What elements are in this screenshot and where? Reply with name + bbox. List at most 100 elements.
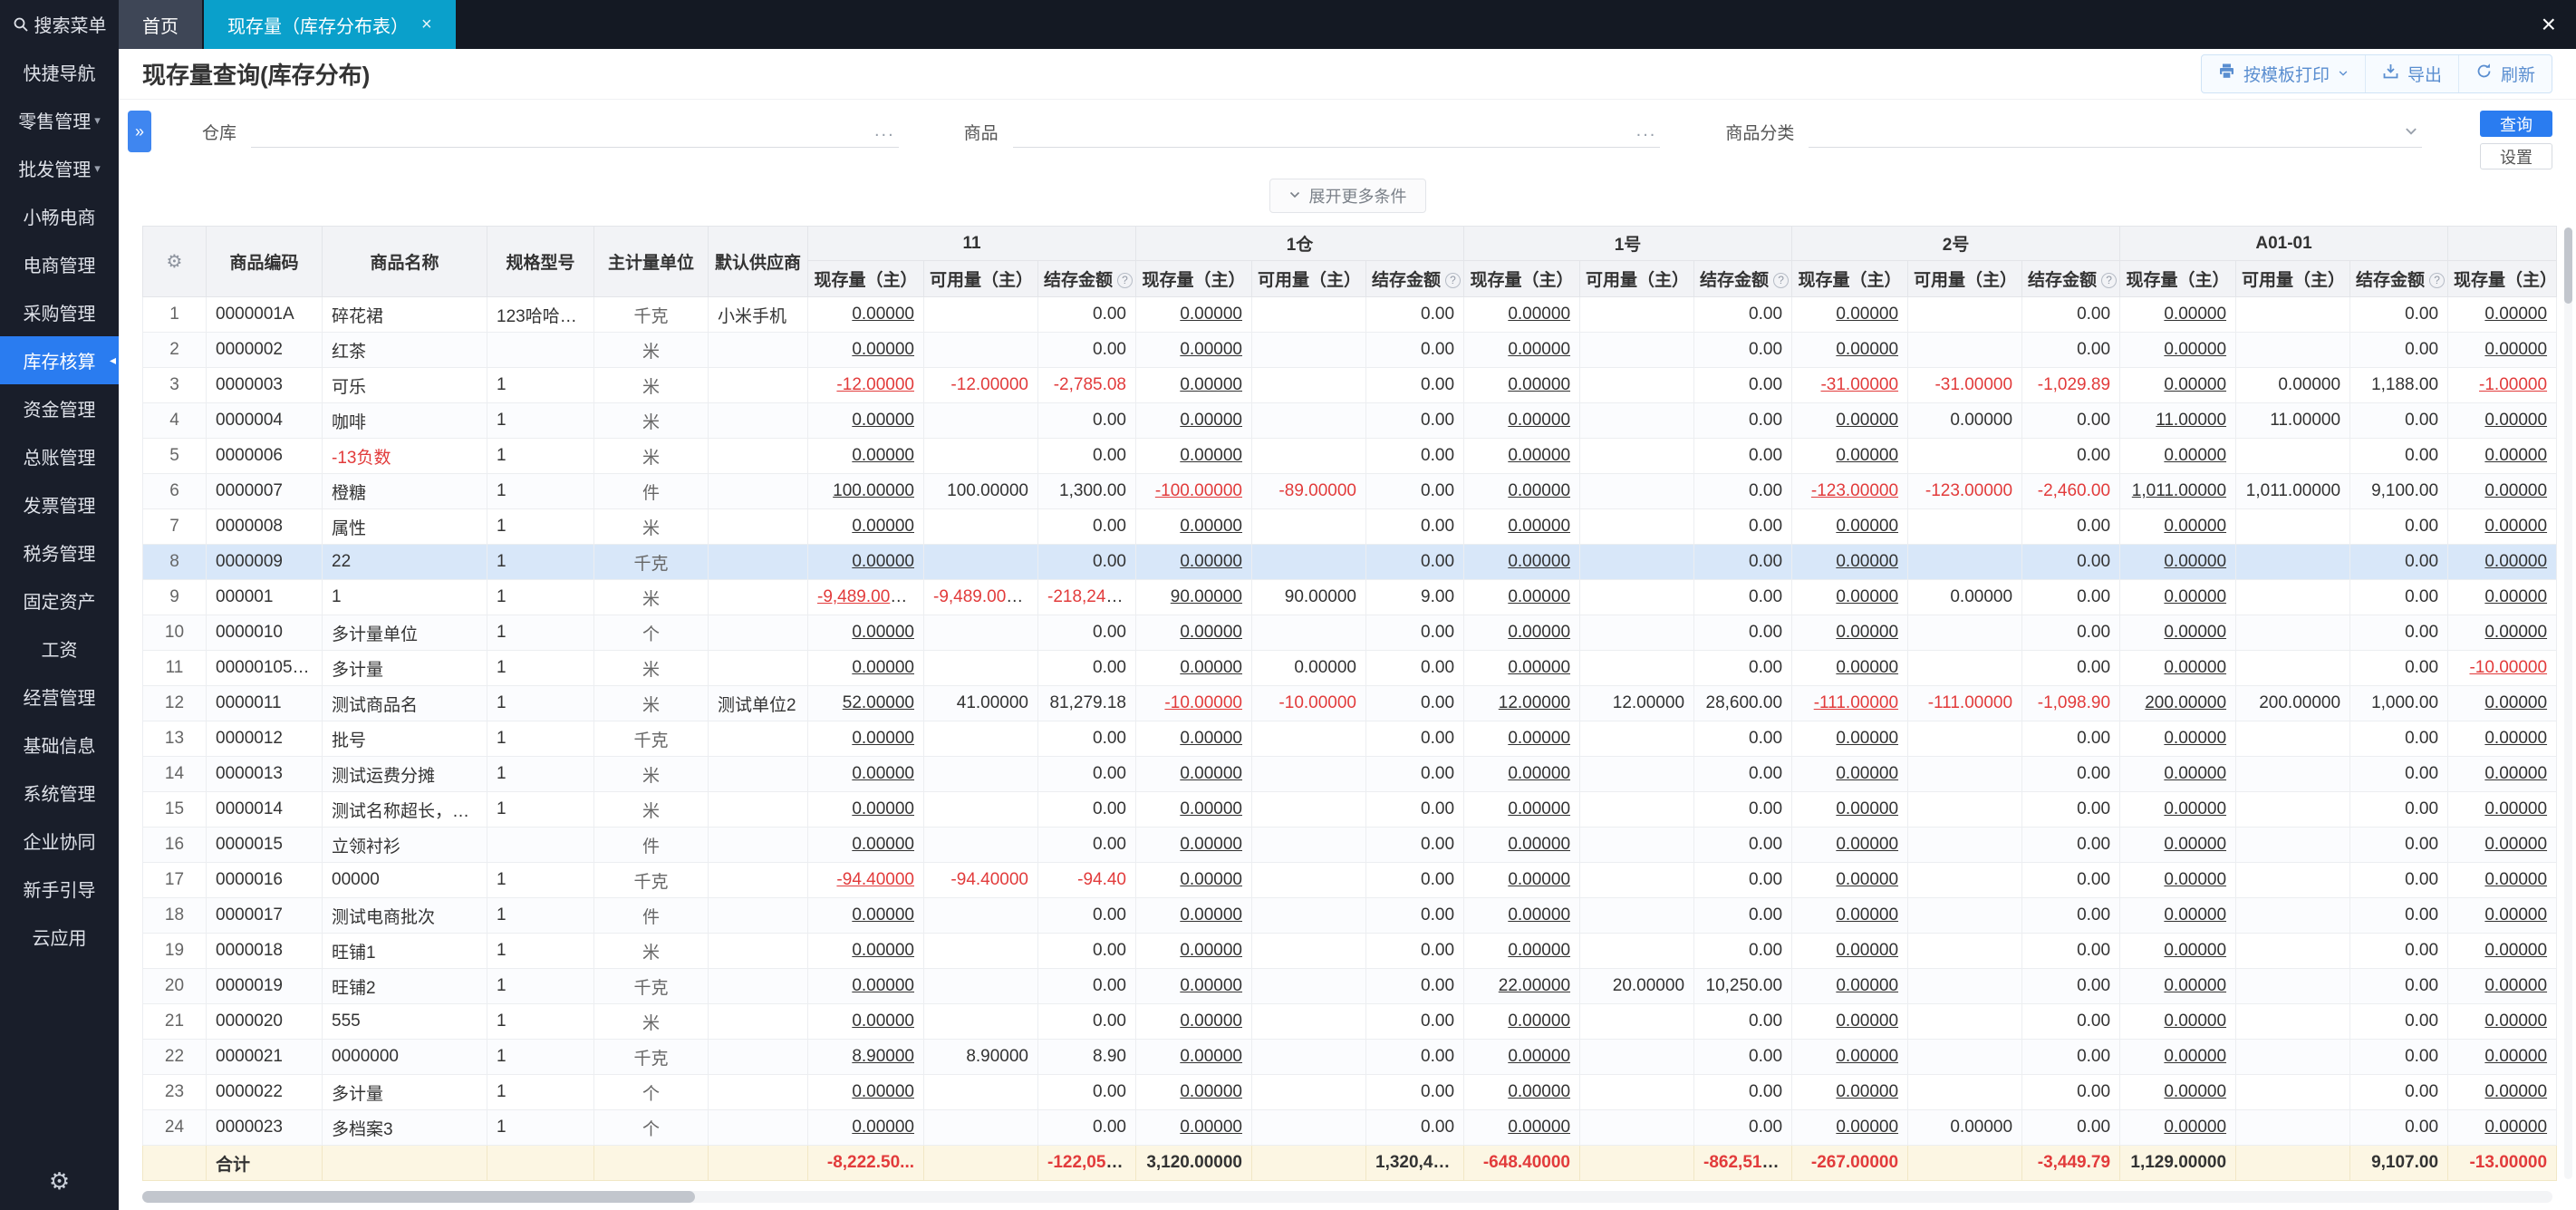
stock-qty-link[interactable]: 0.00000: [2164, 799, 2227, 818]
stock-qty-link[interactable]: 0.00000: [1180, 1047, 1242, 1066]
stock-qty-link[interactable]: 0.00000: [1836, 587, 1899, 606]
column-header-默认供应商[interactable]: 默认供应商: [708, 226, 808, 297]
stock-qty-link[interactable]: 0.00000: [2484, 552, 2548, 571]
stock-qty-link[interactable]: 90.00000: [1170, 587, 1242, 606]
stock-qty-link[interactable]: 0.00000: [2484, 976, 2548, 995]
sidebar-item-搜索菜单[interactable]: 搜索菜单: [0, 0, 119, 48]
stock-qty-link[interactable]: 0.00000: [2164, 1047, 2227, 1066]
stock-qty-link[interactable]: 0.00000: [2484, 941, 2548, 960]
table-row[interactable]: 1 0000001A 碎花裙 123哈哈哈... 千克 小米手机 0.00000 0.00 0.…: [142, 296, 2558, 333]
column-header-现存量（主）[interactable]: 现存量（主）: [807, 260, 924, 297]
stock-qty-link[interactable]: 0.00000: [852, 658, 914, 677]
stock-qty-link[interactable]: 0.00000: [2164, 1082, 2227, 1101]
stock-qty-link[interactable]: -94.40000: [836, 870, 914, 889]
stock-qty-link[interactable]: -10.00000: [2469, 658, 2548, 677]
stock-qty-link[interactable]: 100.00000: [833, 481, 914, 500]
help-icon[interactable]: ?: [1773, 273, 1790, 288]
stock-qty-link[interactable]: -123.00000: [1810, 481, 1899, 500]
stock-qty-link[interactable]: 52.00000: [842, 693, 914, 712]
stock-qty-link[interactable]: 0.00000: [1836, 1082, 1899, 1101]
sidebar-item-税务管理[interactable]: 税务管理: [0, 528, 119, 576]
table-row[interactable]: 2 0000002 红茶 米 0.00000 0.00 0.00000 0.00 0.00000…: [142, 332, 2558, 368]
table-row[interactable]: 6 0000007 橙糖 1 件 100.00000 100.00000 1,300.00 -1…: [142, 473, 2558, 509]
sidebar-item-企业协同[interactable]: 企业协同: [0, 817, 119, 865]
stock-qty-link[interactable]: 0.00000: [1508, 305, 1571, 324]
warehouse-more-icon[interactable]: ...: [874, 121, 895, 140]
stock-qty-link[interactable]: 12.00000: [1498, 693, 1571, 712]
stock-qty-link[interactable]: 22.00000: [1498, 976, 1571, 995]
table-row[interactable]: 20 0000019 旺铺2 1 千克 0.00000 0.00 0.00000 0.00 22.…: [142, 968, 2558, 1004]
column-header-现存量（主）[interactable]: 现存量（主）: [2447, 260, 2558, 297]
column-header-可用量（主）[interactable]: 可用量（主）: [2235, 260, 2351, 297]
stock-qty-link[interactable]: 0.00000: [2484, 1047, 2548, 1066]
stock-qty-link[interactable]: 0.00000: [1836, 729, 1899, 748]
sidebar-item-发票管理[interactable]: 发票管理: [0, 480, 119, 528]
stock-qty-link[interactable]: 0.00000: [852, 446, 914, 465]
stock-qty-link[interactable]: 0.00000: [1836, 340, 1899, 359]
sidebar-item-经营管理[interactable]: 经营管理: [0, 673, 119, 721]
table-row[interactable]: 22 0000021 0000000 1 千克 8.90000 8.90000 8.90 0.0…: [142, 1039, 2558, 1075]
stock-qty-link[interactable]: -111.00000: [1813, 693, 1899, 712]
stock-qty-link[interactable]: 0.00000: [1836, 1012, 1899, 1031]
sidebar-item-云应用[interactable]: 云应用: [0, 913, 119, 961]
stock-qty-link[interactable]: 0.00000: [2484, 623, 2548, 642]
stock-qty-link[interactable]: 0.00000: [1180, 729, 1242, 748]
stock-qty-link[interactable]: 0.00000: [2164, 976, 2227, 995]
stock-qty-link[interactable]: 0.00000: [2164, 658, 2227, 677]
product-more-icon[interactable]: ...: [1635, 121, 1657, 140]
stock-qty-link[interactable]: 0.00000: [2484, 340, 2548, 359]
stock-qty-link[interactable]: 0.00000: [1180, 446, 1242, 465]
stock-qty-link[interactable]: 0.00000: [1508, 375, 1571, 394]
stock-qty-link[interactable]: 0.00000: [852, 340, 914, 359]
stock-qty-link[interactable]: 0.00000: [2164, 870, 2227, 889]
stock-qty-link[interactable]: 0.00000: [852, 835, 914, 854]
stock-qty-link[interactable]: 0.00000: [1508, 870, 1571, 889]
stock-qty-link[interactable]: 0.00000: [852, 1118, 914, 1137]
column-header-可用量（主）[interactable]: 可用量（主）: [1251, 260, 1366, 297]
column-header-结存金额[interactable]: 结存金额?: [1693, 260, 1793, 297]
stock-qty-link[interactable]: 0.00000: [2164, 623, 2227, 642]
stock-qty-link[interactable]: 0.00000: [1508, 1118, 1571, 1137]
window-close-icon[interactable]: ×: [2541, 10, 2556, 38]
tab-现存量（库存分布表）[interactable]: 现存量（库存分布表） ×: [204, 0, 456, 49]
stock-qty-link[interactable]: 0.00000: [2164, 446, 2227, 465]
stock-qty-link[interactable]: 11.00000: [2156, 411, 2227, 430]
stock-qty-link[interactable]: 0.00000: [1836, 623, 1899, 642]
stock-qty-link[interactable]: 0.00000: [1508, 835, 1571, 854]
stock-qty-link[interactable]: 0.00000: [2164, 835, 2227, 854]
help-icon[interactable]: ?: [2101, 273, 2118, 288]
stock-qty-link[interactable]: 0.00000: [1508, 411, 1571, 430]
stock-qty-link[interactable]: 0.00000: [1180, 552, 1242, 571]
table-row[interactable]: 19 0000018 旺铺1 1 米 0.00000 0.00 0.00000 0.00 0.00…: [142, 933, 2558, 969]
stock-qty-link[interactable]: 0.00000: [852, 941, 914, 960]
stock-qty-link[interactable]: 0.00000: [1836, 941, 1899, 960]
stock-qty-link[interactable]: 0.00000: [1836, 764, 1899, 783]
stock-qty-link[interactable]: 0.00000: [1180, 517, 1242, 536]
stock-qty-link[interactable]: 0.00000: [1836, 1118, 1899, 1137]
table-row[interactable]: 17 0000016 00000 1 千克 -94.40000 -94.40000 -94.4…: [142, 862, 2558, 898]
help-icon[interactable]: ?: [1445, 273, 1462, 288]
stock-qty-link[interactable]: 0.00000: [1836, 799, 1899, 818]
stock-qty-link[interactable]: 0.00000: [1180, 799, 1242, 818]
stock-qty-link[interactable]: 0.00000: [2484, 905, 2548, 924]
stock-qty-link[interactable]: 0.00000: [1508, 799, 1571, 818]
stock-qty-link[interactable]: 0.00000: [2484, 587, 2548, 606]
stock-qty-link[interactable]: 0.00000: [1180, 905, 1242, 924]
stock-qty-link[interactable]: 0.00000: [1180, 1082, 1242, 1101]
stock-qty-link[interactable]: 0.00000: [1180, 340, 1242, 359]
column-header-商品编码[interactable]: 商品编码: [206, 226, 323, 297]
stock-qty-link[interactable]: 0.00000: [2484, 764, 2548, 783]
sidebar-item-总账管理[interactable]: 总账管理: [0, 432, 119, 480]
stock-qty-link[interactable]: 0.00000: [1836, 1047, 1899, 1066]
table-row[interactable]: 10 0000010 多计量单位 1 个 0.00000 0.00 0.00000 0.00 0.…: [142, 615, 2558, 651]
table-row[interactable]: 21 0000020 555 1 米 0.00000 0.00 0.00000 0.00 0.00…: [142, 1003, 2558, 1040]
sidebar-item-系统管理[interactable]: 系统管理: [0, 769, 119, 817]
stock-qty-link[interactable]: 0.00000: [1180, 870, 1242, 889]
stock-qty-link[interactable]: 0.00000: [2164, 587, 2227, 606]
table-row[interactable]: 16 0000015 立领衬衫 件 0.00000 0.00 0.00000 0.00 0.00…: [142, 827, 2558, 863]
table-row[interactable]: 4 0000004 咖啡 1 米 0.00000 0.00 0.00000 0.00 0.0000…: [142, 402, 2558, 439]
refresh-button[interactable]: 刷新: [2457, 55, 2552, 92]
stock-qty-link[interactable]: 0.00000: [852, 905, 914, 924]
column-header-现存量（主）[interactable]: 现存量（主）: [1135, 260, 1252, 297]
sidebar-item-批发管理[interactable]: 批发管理 ▾: [0, 144, 119, 192]
